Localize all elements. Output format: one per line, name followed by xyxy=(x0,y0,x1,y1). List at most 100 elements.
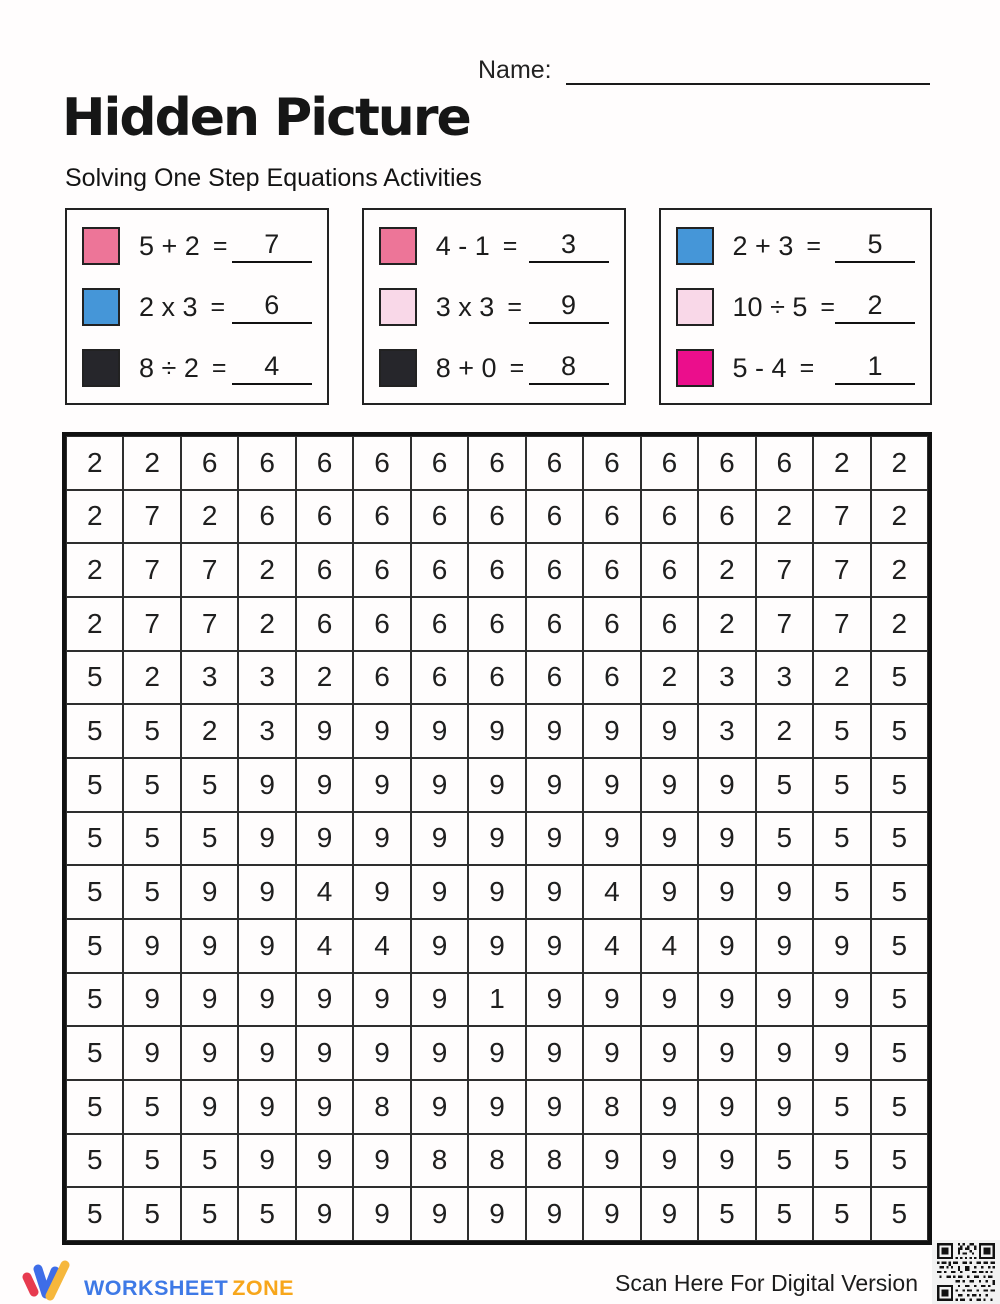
grid-cell: 6 xyxy=(468,650,526,705)
grid-cell: 7 xyxy=(755,597,814,651)
legend-row: 4 - 1 = 3 xyxy=(378,227,609,265)
grid-cell: 9 xyxy=(525,704,584,758)
grid-cell: 9 xyxy=(180,865,239,919)
equation-text: 5 + 2 xyxy=(139,230,200,261)
grid-cell: 9 xyxy=(640,1133,699,1188)
equation-text: 2 x 3 xyxy=(139,291,198,322)
equals-sign: = xyxy=(502,231,518,260)
grid-cell: 5 xyxy=(180,758,239,812)
grid-cell: 8 xyxy=(583,1080,641,1134)
grid-cell: 9 xyxy=(640,1026,699,1080)
grid-cell: 9 xyxy=(295,1026,354,1080)
grid-cell: 5 xyxy=(180,1133,239,1188)
grid-cell: 9 xyxy=(468,811,526,866)
grid-cell: 9 xyxy=(583,811,641,866)
grid-cell: 5 xyxy=(66,650,124,705)
brand-worksheet: WORKSHEET xyxy=(84,1275,229,1300)
grid-cell: 9 xyxy=(410,704,469,758)
grid-cell: 9 xyxy=(295,972,354,1027)
equation-answer: 3 xyxy=(528,229,609,264)
grid-cell: 6 xyxy=(640,597,699,651)
grid-cell: 9 xyxy=(525,1187,584,1241)
grid-cell: 6 xyxy=(583,436,641,490)
grid-cell: 8 xyxy=(410,1133,469,1188)
equals-sign: = xyxy=(212,231,228,260)
grid-cell: 6 xyxy=(525,489,584,544)
grid-cell: 6 xyxy=(353,543,411,597)
grid-cell: 9 xyxy=(410,865,469,919)
equation-text: 5 - 4 xyxy=(732,352,787,383)
grid-cell: 6 xyxy=(295,543,354,597)
grid-cell: 9 xyxy=(468,1026,526,1080)
grid-cell: 9 xyxy=(640,1187,699,1241)
grid-cell: 2 xyxy=(813,436,871,490)
grid-cell: 3 xyxy=(238,704,296,758)
grid-cell: 5 xyxy=(66,1187,124,1241)
equation-text: 4 - 1 xyxy=(435,230,490,261)
grid-cell: 6 xyxy=(410,543,469,597)
color-swatch xyxy=(378,288,417,326)
grid-cell: 6 xyxy=(238,436,296,490)
grid-cell: 4 xyxy=(640,919,699,973)
legend-row: 2 + 3 = 5 xyxy=(675,227,916,265)
grid-cell: 6 xyxy=(583,597,641,651)
equation-text: 8 + 0 xyxy=(435,352,497,383)
grid-cell: 5 xyxy=(123,758,181,812)
grid-cell: 5 xyxy=(123,1080,181,1134)
grid-cell: 5 xyxy=(870,758,928,812)
grid-cell: 9 xyxy=(410,811,469,866)
equation-answer: 9 xyxy=(528,290,609,325)
grid-cell: 9 xyxy=(353,972,411,1027)
grid-cell: 4 xyxy=(295,865,354,919)
legend-row: 10 ÷ 5 = 2 xyxy=(675,288,916,326)
grid-cell: 9 xyxy=(525,919,584,973)
grid-cell: 6 xyxy=(295,597,354,651)
grid-cell: 9 xyxy=(813,919,871,973)
equals-sign: = xyxy=(799,353,815,382)
grid-cell: 9 xyxy=(640,811,699,866)
grid-cell: 5 xyxy=(755,1187,814,1241)
grid-cell: 6 xyxy=(525,650,584,705)
color-swatch xyxy=(82,227,120,265)
grid-cell: 9 xyxy=(468,919,526,973)
grid-cell: 9 xyxy=(410,1026,469,1080)
grid-cell: 9 xyxy=(353,1187,411,1241)
grid-cell: 9 xyxy=(353,865,411,919)
brand-text: WORKSHEET ZONE xyxy=(84,1276,294,1301)
legend-row: 3 x 3 = 9 xyxy=(378,288,609,326)
grid-cell: 2 xyxy=(698,597,756,651)
equation-answer: 2 xyxy=(835,290,916,325)
grid-cell: 2 xyxy=(640,650,699,705)
equation-text: 2 + 3 xyxy=(732,230,794,261)
equation-text: 10 ÷ 5 xyxy=(732,291,808,322)
grid-cell: 3 xyxy=(180,650,239,705)
grid-cell: 6 xyxy=(468,489,526,544)
grid-cell: 3 xyxy=(698,650,756,705)
grid-cell: 2 xyxy=(755,489,814,544)
grid-cell: 4 xyxy=(583,919,641,973)
equals-sign: = xyxy=(211,353,227,382)
grid-cell: 9 xyxy=(468,758,526,812)
grid-cell: 6 xyxy=(353,489,411,544)
grid-cell: 5 xyxy=(66,1026,124,1080)
grid-cell: 3 xyxy=(698,704,756,758)
grid-cell: 9 xyxy=(295,1080,354,1134)
grid-cell: 9 xyxy=(755,919,814,973)
equals-sign: = xyxy=(509,353,525,382)
grid-cell: 9 xyxy=(238,1026,296,1080)
grid-cell: 9 xyxy=(180,1080,239,1134)
grid-cell: 4 xyxy=(583,865,641,919)
grid-cell: 9 xyxy=(698,1026,756,1080)
grid-cell: 9 xyxy=(583,1026,641,1080)
grid-cell: 6 xyxy=(410,436,469,490)
page-subtitle: Solving One Step Equations Activities xyxy=(65,164,482,192)
equation-answer: 5 xyxy=(835,229,916,264)
grid-cell: 6 xyxy=(468,436,526,490)
equals-sign: = xyxy=(210,292,226,321)
color-swatch xyxy=(675,227,714,265)
grid-cell: 6 xyxy=(755,436,814,490)
grid-cell: 9 xyxy=(353,1026,411,1080)
grid-cell: 9 xyxy=(123,1026,181,1080)
equation-text: 8 ÷ 2 xyxy=(139,352,199,383)
grid-cell: 5 xyxy=(813,704,871,758)
